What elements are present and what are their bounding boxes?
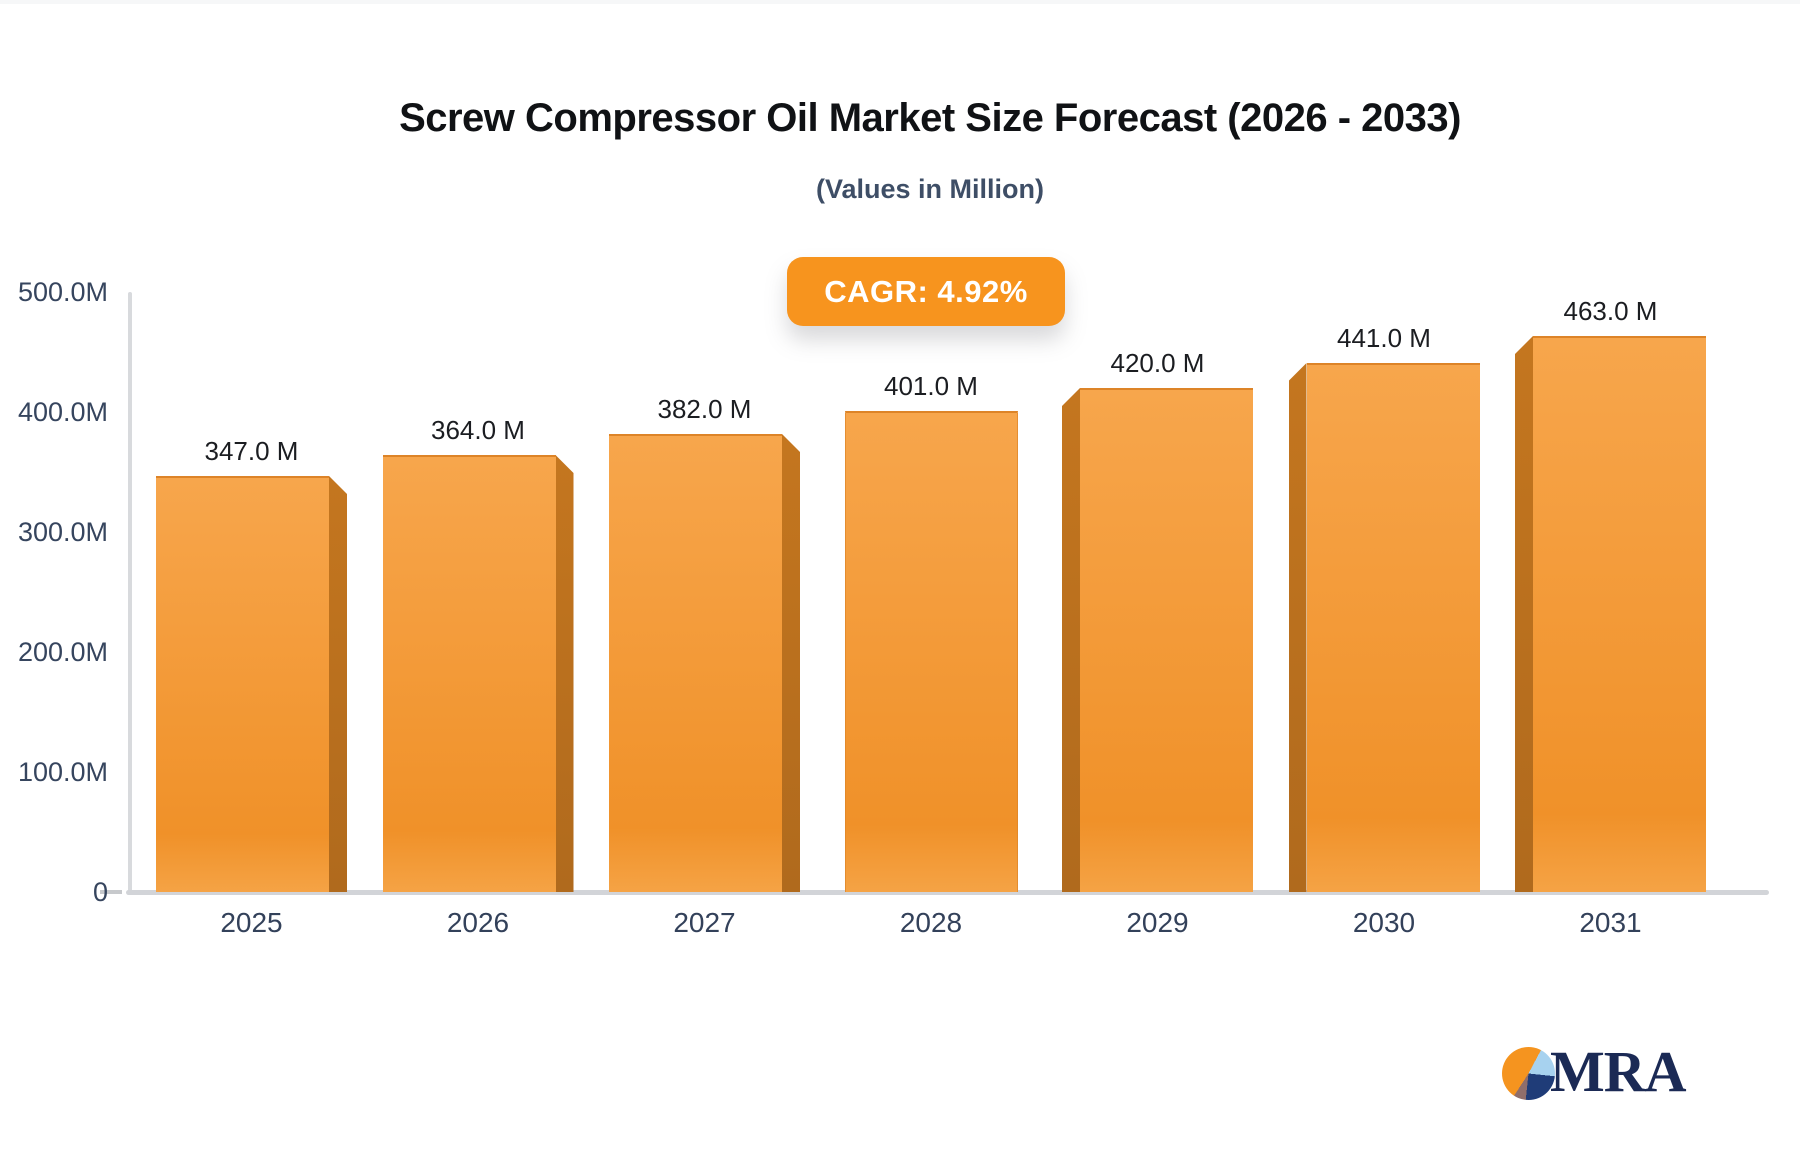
bar bbox=[1080, 388, 1253, 892]
x-tick-label: 2030 bbox=[1352, 907, 1416, 938]
pie-chart-icon bbox=[1502, 1047, 1555, 1100]
bar-side-face bbox=[329, 476, 347, 892]
x-axis-line bbox=[126, 890, 1769, 895]
x-tick-label: 2031 bbox=[1579, 907, 1642, 938]
x-tick-label: 2025 bbox=[220, 907, 283, 938]
bar-value-label: 382.0 M bbox=[657, 394, 752, 424]
bar-side-face bbox=[1515, 336, 1533, 892]
bar-value-label: 420.0 M bbox=[1110, 348, 1205, 378]
bar bbox=[1306, 363, 1480, 892]
bar-value-label: 364.0 M bbox=[431, 415, 525, 445]
bar-side-face bbox=[1062, 388, 1080, 892]
y-tick-label: 300.0M bbox=[17, 517, 108, 547]
mra-logo: MRA bbox=[1502, 1034, 1762, 1114]
logo-text: MRA bbox=[1550, 1039, 1687, 1104]
bar bbox=[382, 455, 556, 892]
x-tick-label: 2028 bbox=[899, 907, 963, 938]
bar bbox=[1533, 336, 1706, 892]
bar-value-label: 463.0 M bbox=[1563, 296, 1658, 326]
bar-value-label: 347.0 M bbox=[204, 436, 299, 466]
y-tick-label: 500.0M bbox=[17, 277, 108, 307]
bar-value-label: 401.0 M bbox=[884, 371, 978, 401]
bar-value-label: 441.0 M bbox=[1337, 323, 1431, 353]
bar-side-face bbox=[555, 455, 574, 892]
cagr-badge-label: CAGR: 4.92% bbox=[824, 273, 1028, 309]
cagr-badge: CAGR: 4.92% bbox=[787, 257, 1065, 326]
y-tick-label: 100.0M bbox=[17, 757, 108, 787]
x-tick-label: 2027 bbox=[673, 907, 736, 938]
y-tick-label: 0 bbox=[92, 877, 108, 907]
bar bbox=[844, 411, 1018, 892]
x-tick-label: 2026 bbox=[446, 907, 510, 938]
y-tick-label: 200.0M bbox=[17, 637, 108, 667]
chart-title: Screw Compressor Oil Market Size Forecas… bbox=[399, 96, 1461, 140]
bar-side-face bbox=[782, 434, 800, 892]
bar bbox=[156, 476, 329, 892]
y-tick-label: 400.0M bbox=[17, 397, 108, 427]
zero-tick-mark bbox=[100, 890, 122, 894]
chart-subtitle: (Values in Million) bbox=[815, 174, 1045, 204]
y-axis-line bbox=[128, 292, 132, 894]
x-tick-label: 2029 bbox=[1126, 907, 1189, 938]
bar-side-face bbox=[1288, 363, 1307, 892]
bar bbox=[609, 434, 782, 892]
